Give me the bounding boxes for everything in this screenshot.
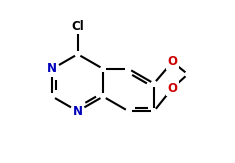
Text: N: N bbox=[73, 105, 83, 118]
Text: O: O bbox=[167, 55, 177, 68]
Text: N: N bbox=[47, 62, 57, 75]
Text: O: O bbox=[167, 82, 177, 95]
Text: Cl: Cl bbox=[71, 20, 84, 33]
